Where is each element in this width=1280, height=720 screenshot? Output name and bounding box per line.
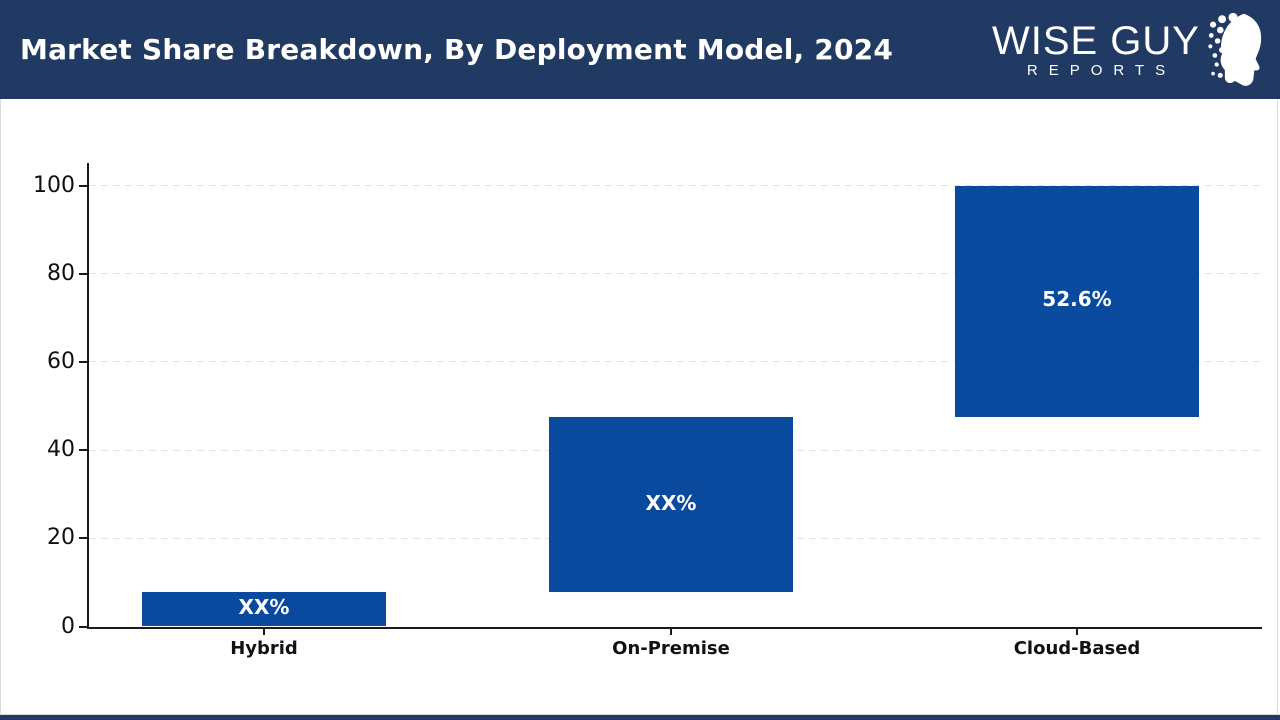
gridline: [89, 185, 1262, 186]
gridline: [89, 273, 1262, 275]
y-tick-mark: [79, 537, 88, 540]
bar-value-label: XX%: [645, 490, 697, 515]
bar-value-label: XX%: [238, 595, 290, 620]
y-tick-mark: [79, 184, 88, 187]
brand-logo: WISE GUY REPORTS: [992, 7, 1262, 93]
x-axis-line: [87, 626, 1262, 629]
x-tick-mark: [670, 628, 672, 635]
y-tick-mark: [79, 625, 88, 628]
y-tick-mark: [79, 449, 88, 452]
x-category-label: On-Premise: [612, 638, 730, 659]
y-tick-label: 60: [47, 348, 75, 374]
y-tick-label: 0: [61, 613, 75, 639]
bar-value-label: 52.6%: [1042, 287, 1112, 312]
y-tick-mark: [79, 360, 88, 363]
head-profile-icon: [1208, 12, 1262, 86]
gridline: [89, 361, 1262, 363]
y-tick-label: 20: [47, 525, 75, 551]
y-axis-line: [87, 163, 89, 629]
brand-subtitle: REPORTS: [1026, 62, 1177, 79]
header-band: Market Share Breakdown, By Deployment Mo…: [0, 0, 1280, 99]
bar: [142, 591, 386, 627]
x-tick-mark: [1076, 628, 1078, 635]
x-category-label: Hybrid: [230, 638, 298, 659]
y-tick-mark: [79, 272, 88, 275]
brand-name: WISE GUY: [991, 19, 1200, 63]
y-tick-label: 40: [47, 437, 75, 463]
bar: [549, 417, 793, 592]
brand-logo-text: WISE GUY REPORTS: [992, 19, 1200, 81]
bottom-hairline: [0, 714, 1280, 715]
chart-title: Market Share Breakdown, By Deployment Mo…: [20, 33, 894, 66]
footer-band: [0, 715, 1280, 720]
bar: [955, 185, 1199, 418]
y-tick-label: 100: [33, 172, 75, 198]
y-tick-label: 80: [47, 260, 75, 286]
x-tick-mark: [263, 628, 265, 635]
x-category-label: Cloud-Based: [1013, 638, 1141, 659]
